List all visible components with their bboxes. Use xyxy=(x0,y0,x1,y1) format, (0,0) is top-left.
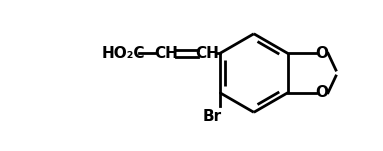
Text: HO₂C: HO₂C xyxy=(101,46,145,61)
Text: Br: Br xyxy=(202,109,221,124)
Text: O: O xyxy=(316,85,329,100)
Text: CH: CH xyxy=(154,46,178,61)
Text: O: O xyxy=(316,46,329,61)
Text: CH: CH xyxy=(196,46,219,61)
